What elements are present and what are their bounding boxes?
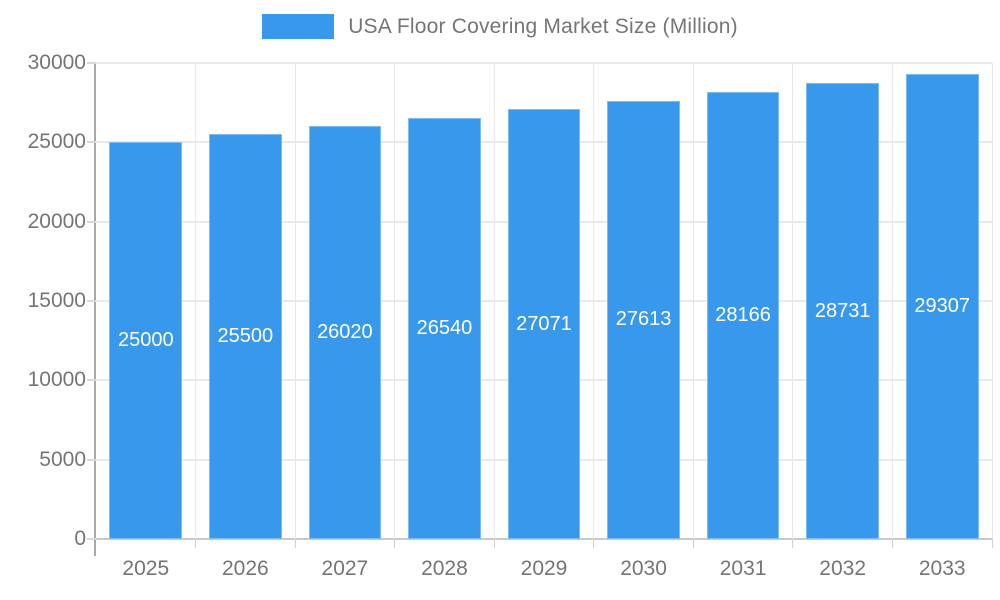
y-tick-mark — [87, 379, 96, 382]
x-tick-mark — [692, 539, 694, 548]
bar-value-label: 27613 — [615, 308, 672, 331]
bar-value-label: 27071 — [516, 312, 572, 335]
bar-value-label: 26540 — [416, 316, 473, 339]
x-tick-label-2025: 2025 — [122, 557, 170, 580]
bar-2032: 28731 — [806, 83, 879, 539]
gridline-x-boundary — [792, 63, 794, 539]
x-tick-mark — [593, 539, 595, 548]
gridline-y-0 — [96, 538, 992, 540]
y-tick-label: 0 — [74, 527, 86, 550]
x-tick-label-2029: 2029 — [520, 557, 568, 580]
bar-value-label: 29307 — [914, 295, 971, 317]
x-tick-label-2031: 2031 — [719, 557, 767, 580]
bar-2029: 27071 — [507, 109, 581, 539]
gridline-x-boundary — [891, 63, 893, 539]
y-tick-label: 10000 — [27, 368, 86, 392]
gridline-x-boundary — [991, 63, 993, 539]
legend-swatch-icon — [262, 14, 335, 39]
y-tick-mark — [87, 458, 96, 461]
bar-value-label: 26020 — [317, 321, 373, 344]
gridline-x-boundary — [593, 63, 595, 539]
x-tick-label-2030: 2030 — [620, 557, 667, 580]
gridline-y-30000 — [96, 62, 992, 64]
x-tick-label-2027: 2027 — [321, 557, 369, 580]
y-tick-label: 30000 — [27, 51, 86, 74]
bar-2028: 26540 — [408, 117, 481, 539]
y-tick-label: 5000 — [39, 447, 86, 471]
gridline-x-boundary — [692, 63, 694, 539]
x-tick-label-2032: 2032 — [819, 557, 867, 580]
y-tick-mark — [87, 300, 96, 302]
x-tick-mark — [792, 539, 794, 548]
gridline-x-boundary — [195, 63, 197, 539]
x-tick-mark — [991, 539, 993, 548]
plot-area: 0 5000 10000 15000 20000 25000 30000 25000 2025 2… — [28, 51, 993, 580]
bar-2030: 27613 — [607, 100, 680, 539]
y-tick-mark — [87, 220, 96, 223]
x-tick-mark — [195, 539, 197, 548]
x-tick-mark — [891, 539, 893, 548]
y-axis-line — [94, 63, 96, 556]
bar-value-label: 28731 — [814, 299, 871, 322]
x-tick-mark — [394, 539, 396, 548]
bar-2033: 29307 — [905, 74, 979, 539]
y-tick-mark — [87, 538, 96, 540]
bar-2025: 25000 — [109, 142, 183, 539]
bar-2027: 26020 — [308, 126, 382, 539]
gridline-x-boundary — [394, 63, 396, 539]
bar-value-label: 25500 — [217, 325, 274, 348]
bar-value-label: 28166 — [715, 304, 771, 327]
legend: USA Floor Covering Market Size (Million) — [0, 14, 1000, 39]
y-tick-label: 20000 — [27, 209, 86, 233]
x-tick-label-2026: 2026 — [221, 557, 269, 580]
bar-2026: 25500 — [208, 134, 282, 539]
y-tick-mark — [87, 141, 96, 144]
x-tick-label-2028: 2028 — [421, 557, 468, 580]
bar-value-label: 25000 — [117, 329, 174, 352]
gridline-x-boundary — [493, 63, 495, 539]
y-tick-label: 25000 — [27, 130, 86, 154]
gridline-x-boundary — [294, 63, 296, 539]
x-tick-mark — [493, 539, 495, 548]
y-tick-mark — [87, 62, 96, 64]
x-tick-mark — [294, 539, 296, 548]
legend-label: USA Floor Covering Market Size (Million) — [348, 14, 738, 38]
x-tick-label-2033: 2033 — [918, 557, 966, 580]
y-tick-label: 15000 — [27, 289, 86, 312]
bar-2031: 28166 — [706, 92, 780, 539]
